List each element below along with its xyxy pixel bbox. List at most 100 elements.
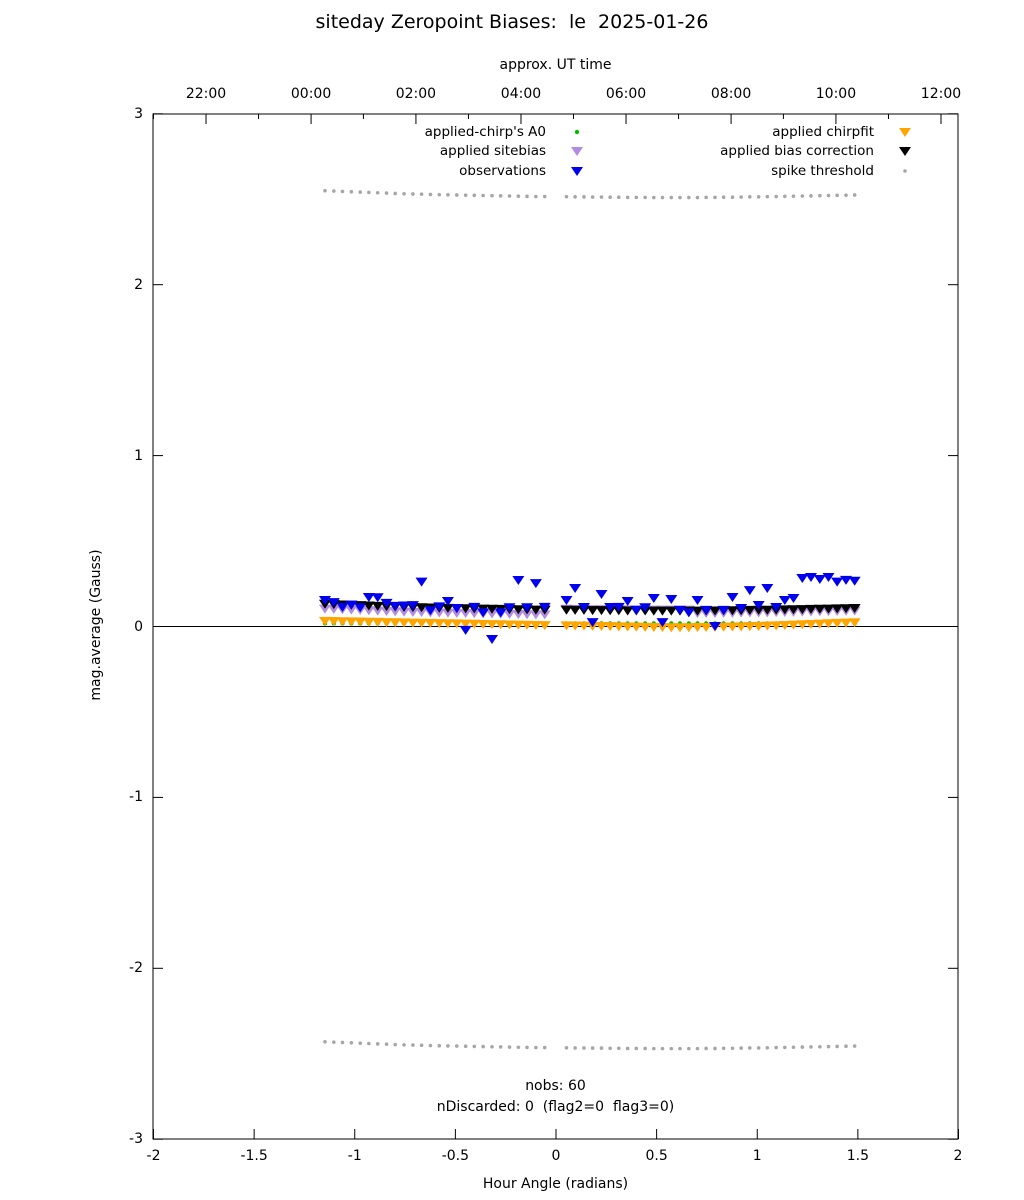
point-spike-threshold — [844, 193, 848, 197]
point-applied-sitebias — [450, 608, 463, 618]
point-spike-threshold — [542, 1045, 547, 1050]
point-spike-threshold — [332, 1040, 336, 1044]
point-applied-sitebias — [327, 604, 340, 614]
point-applied-chirpfit — [778, 620, 791, 630]
ut-tick-label: 10:00 — [815, 86, 857, 102]
point-applied-bias-correction — [726, 606, 739, 616]
point-spike-threshold — [660, 195, 665, 200]
point-spike-threshold — [835, 193, 839, 198]
legend-label: applied chirpfit — [772, 123, 874, 140]
legend-label: applied bias correction — [720, 143, 874, 160]
point-applied-sitebias — [529, 610, 542, 620]
point-spike-threshold — [852, 1044, 857, 1048]
point-spike-threshold — [818, 193, 822, 198]
point-spike-threshold — [516, 1045, 521, 1050]
point-spike-threshold — [463, 193, 468, 197]
point-spike-threshold — [481, 1044, 485, 1049]
point-spike-threshold — [323, 188, 327, 193]
point-spike-threshold — [739, 1046, 743, 1050]
point-applied-chirpfit — [389, 618, 402, 628]
point-applied-chirpfit — [494, 620, 507, 630]
point-applied-bias-correction — [840, 604, 853, 614]
point-observations — [521, 603, 534, 613]
point-spike-threshold — [652, 195, 656, 200]
point-applied-bias-correction — [362, 601, 375, 611]
point-spike-threshold — [800, 1045, 805, 1049]
point-applied-chirpfit — [459, 619, 472, 629]
point-observations — [336, 602, 349, 612]
legend-label: applied sitebias — [439, 143, 546, 160]
x-tick-label: -0.5 — [441, 1148, 470, 1164]
point-applied-chirpfit — [804, 619, 817, 629]
point-observations — [477, 608, 490, 618]
point-spike-threshold — [791, 1045, 796, 1050]
ut-tick-label: 22:00 — [185, 86, 227, 102]
point-spike-threshold — [783, 194, 787, 199]
point-spike-threshold — [490, 193, 494, 198]
legend-row: applied bias correction — [720, 142, 912, 162]
point-applied-bias-correction — [813, 604, 826, 614]
point-applied-chirpfit — [345, 617, 358, 627]
point-applied-bias-correction — [691, 606, 704, 616]
point-spike-threshold — [437, 1043, 442, 1048]
point-spike-threshold — [542, 194, 547, 199]
point-spike-threshold — [809, 1045, 813, 1049]
point-spike-threshold — [844, 1044, 848, 1049]
point-spike-threshold — [669, 1046, 674, 1051]
legend-label: spike threshold — [771, 162, 874, 179]
point-spike-threshold — [704, 195, 708, 200]
y-tick-label: -2 — [129, 960, 143, 977]
point-applied-sitebias — [538, 610, 551, 620]
point-applied-chirpfit — [673, 623, 686, 633]
point-applied-bias-correction — [796, 605, 809, 615]
point-applied-chirpfit — [398, 618, 411, 628]
point-spike-threshold — [582, 1046, 586, 1050]
point-spike-threshold — [402, 191, 406, 196]
point-applied-sitebias — [345, 605, 358, 615]
point-observations — [804, 572, 817, 582]
point-applied-bias-correction — [804, 604, 817, 614]
point-spike-threshold — [367, 1041, 371, 1046]
point-observations — [389, 601, 402, 611]
ut-tick-label: 12:00 — [920, 86, 962, 102]
point-spike-threshold — [454, 1044, 459, 1048]
point-observations — [398, 601, 411, 611]
point-applied-bias-correction — [848, 604, 861, 614]
legend-row: observations — [425, 161, 584, 181]
point-observations — [708, 622, 721, 631]
point-spike-threshold — [590, 195, 595, 199]
hour-angle-axis-label: Hour Angle (radians) — [482, 1176, 629, 1192]
point-spike-threshold — [713, 1046, 717, 1051]
point-spike-threshold — [704, 1046, 708, 1051]
point-observations — [362, 592, 375, 602]
point-applied-chirpfit — [336, 617, 349, 627]
point-spike-threshold — [349, 189, 354, 194]
point-applied-chirpfit — [630, 622, 643, 632]
point-applied-chirpfit — [656, 623, 669, 633]
point-spike-threshold — [358, 190, 362, 194]
point-applied-chirpfit — [415, 618, 428, 628]
point-observations — [647, 593, 660, 603]
point-observations — [424, 606, 437, 616]
point-applied-chirpfit — [717, 622, 730, 632]
point-applied-bias-correction — [371, 601, 384, 611]
point-spike-threshold — [573, 195, 577, 199]
point-applied-bias-correction — [787, 605, 800, 615]
point-spike-threshold — [826, 1044, 831, 1049]
point-observations — [796, 573, 809, 583]
point-spike-threshold — [791, 194, 796, 198]
point-applied-bias-correction — [708, 606, 721, 616]
y-tick-label: 0 — [134, 618, 143, 635]
point-spike-threshold — [590, 1046, 595, 1050]
point-spike-threshold — [454, 193, 459, 197]
point-observations — [770, 603, 783, 613]
point-applied-sitebias — [389, 607, 402, 617]
legend-right-column: applied chirpfit applied bias correction s… — [720, 122, 912, 181]
point-spike-threshold — [534, 194, 538, 199]
point-spike-threshold — [800, 194, 805, 198]
legend-row: spike threshold — [720, 161, 912, 181]
point-applied-chirpfit — [512, 620, 525, 630]
point-spike-threshold — [525, 194, 529, 199]
chart-title: siteday Zeropoint Biases: le 2025-01-26 — [315, 11, 709, 33]
point-applied-chirpfit — [318, 616, 331, 626]
